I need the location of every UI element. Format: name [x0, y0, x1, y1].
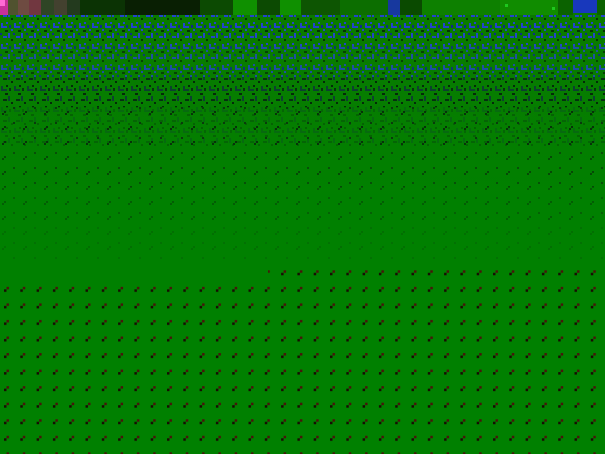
- glitch-block: [41, 0, 54, 15]
- glitch-block: [0, 0, 8, 15]
- glitch-block: [80, 0, 125, 15]
- green-speck: [505, 4, 508, 7]
- glitch-block: [8, 0, 18, 15]
- glitch-block: [0, 0, 5, 6]
- glitch-block: [67, 0, 80, 15]
- glitch-block: [388, 0, 400, 15]
- dash-fade-3: [0, 187, 605, 223]
- top-right-blue-block: [573, 0, 597, 13]
- dash-fade-2: [0, 147, 605, 187]
- glitch-block: [500, 0, 558, 15]
- glitch-block: [301, 0, 340, 15]
- glitch-block: [200, 0, 233, 15]
- noise-bands: [0, 15, 605, 454]
- dash-fade-1: [0, 107, 605, 147]
- corrupted-header-strip: [0, 0, 605, 15]
- glitch-block: [29, 0, 41, 15]
- green-speck: [552, 7, 555, 10]
- glitch-block: [54, 0, 67, 15]
- dash-grid-main: [0, 286, 605, 454]
- glitch-block: [280, 0, 301, 15]
- glitch-block: [18, 0, 29, 15]
- glitch-block: [558, 0, 573, 15]
- dark-teal-noise: [0, 77, 605, 107]
- glitch-block: [340, 0, 388, 15]
- glitch-block: [400, 0, 422, 15]
- glitch-block: [125, 0, 200, 15]
- glitch-block: [233, 0, 257, 15]
- dense-blue-noise-2: [0, 46, 605, 77]
- glitch-block: [257, 0, 280, 15]
- dash-grid-right-step: [268, 269, 605, 286]
- glitch-block: [422, 0, 500, 15]
- dash-fade-4: [0, 223, 605, 259]
- glitch-block: [597, 0, 605, 15]
- dense-blue-noise-1: [0, 15, 605, 46]
